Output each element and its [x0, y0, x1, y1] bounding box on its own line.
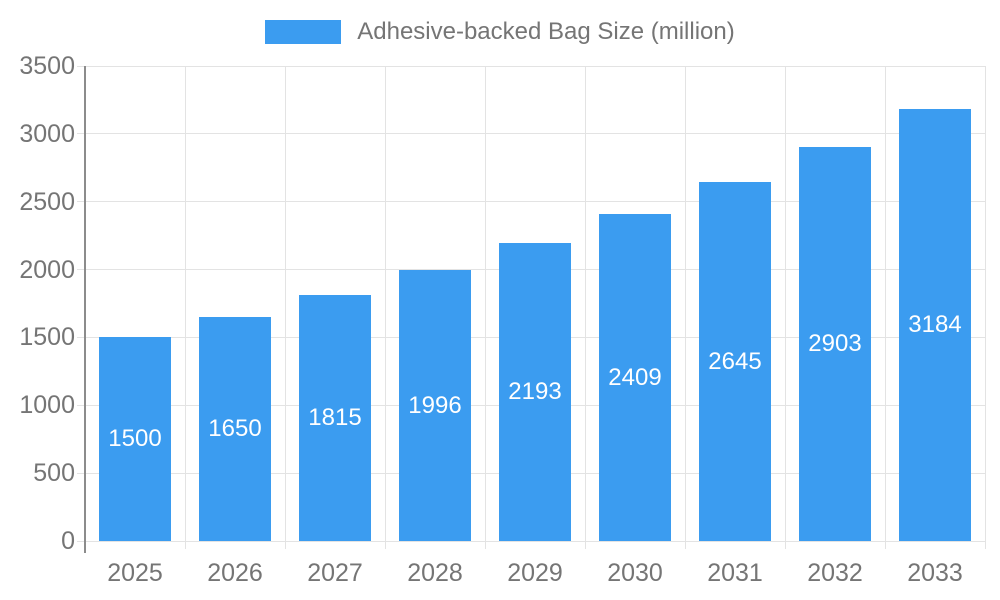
x-axis-tick-label: 2028 — [407, 559, 463, 587]
x-axis-tick-label: 2027 — [307, 559, 363, 587]
x-gridline — [684, 66, 686, 549]
bar — [899, 108, 971, 541]
y-gridline — [77, 133, 985, 135]
legend-item[interactable]: Adhesive-backed Bag Size (million) — [265, 18, 735, 46]
x-gridline — [884, 66, 886, 549]
legend-label: Adhesive-backed Bag Size (million) — [357, 18, 735, 45]
bar — [599, 214, 671, 541]
x-gridline — [284, 66, 286, 549]
x-gridline — [184, 66, 186, 549]
x-axis-tick-label: 2026 — [207, 559, 263, 587]
bar-value-label: 1996 — [408, 391, 462, 419]
y-axis-tick-label: 1000 — [19, 391, 75, 420]
y-axis-tick-label: 0 — [61, 527, 75, 555]
legend-swatch-icon — [265, 20, 342, 44]
bar-value-label: 2903 — [808, 330, 862, 357]
x-axis-tick-label: 2025 — [107, 559, 163, 587]
bar — [299, 294, 371, 541]
bar — [699, 182, 771, 541]
bar — [399, 270, 471, 541]
y-gridline — [77, 540, 985, 542]
chart-legend: Adhesive-backed Bag Size (million) — [0, 18, 1000, 46]
bar-value-label: 1650 — [208, 415, 262, 443]
y-gridline — [77, 65, 985, 67]
y-axis-tick-label: 2000 — [19, 255, 75, 284]
y-axis-tick-label: 500 — [33, 459, 75, 488]
y-axis-tick-label: 1500 — [19, 323, 75, 352]
y-gridline — [77, 201, 985, 203]
bar-value-label: 3184 — [908, 310, 962, 338]
x-gridline — [984, 66, 986, 549]
x-axis-tick-label: 2031 — [707, 559, 763, 587]
bar-value-label: 2409 — [608, 363, 662, 391]
x-gridline — [384, 66, 386, 549]
bar-value-label: 1500 — [108, 425, 162, 453]
x-gridline — [784, 66, 786, 549]
bar-value-label: 1815 — [308, 403, 362, 431]
x-axis-tick-label: 2033 — [907, 559, 963, 587]
bar-value-label: 2193 — [508, 378, 562, 406]
y-axis-tick-label: 2500 — [19, 187, 75, 216]
x-axis-tick-label: 2032 — [807, 559, 863, 587]
bar — [199, 317, 271, 541]
y-axis-line — [84, 66, 86, 553]
bar — [499, 243, 571, 541]
bar-value-label: 2645 — [708, 347, 762, 375]
y-axis-tick-label: 3500 — [19, 52, 75, 80]
x-axis-tick-label: 2029 — [507, 559, 563, 587]
x-axis-tick-label: 2030 — [607, 559, 663, 587]
y-axis-tick-label: 3000 — [19, 119, 75, 148]
x-gridline — [484, 66, 486, 549]
bar — [799, 147, 871, 541]
bar — [99, 337, 171, 541]
x-gridline — [584, 66, 586, 549]
